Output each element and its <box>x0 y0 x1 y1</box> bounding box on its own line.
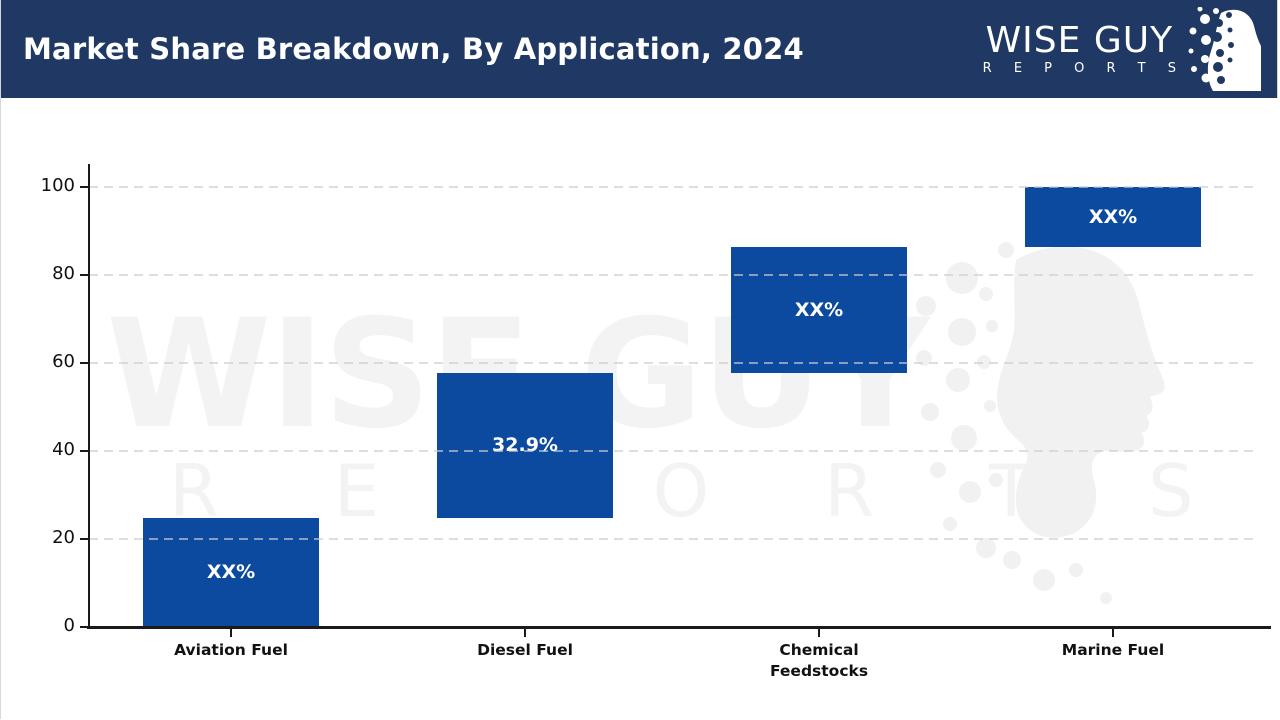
y-tick-40 <box>80 450 88 452</box>
x-tick-4 <box>1112 629 1114 637</box>
bar-value-label: XX% <box>794 298 844 321</box>
y-tick-20 <box>80 538 88 540</box>
wiseguy-logo: WISE GUY R E P O R T S <box>974 7 1261 91</box>
x-tick-label-2: Diesel Fuel <box>477 641 573 659</box>
gridline-20 <box>89 538 1253 540</box>
chart-title: Market Share Breakdown, By Application, … <box>23 32 804 66</box>
bar-chemical-feedstocks: XX% <box>731 246 907 374</box>
logo-wordmark: WISE GUY <box>985 19 1174 61</box>
bar-marine-fuel: XX% <box>1025 187 1201 247</box>
bar-value-label: XX% <box>206 561 256 584</box>
y-axis-line <box>88 164 90 629</box>
x-tick-label-3: Chemical Feedstocks <box>769 641 869 680</box>
x-axis-line <box>87 626 1271 629</box>
gridline-80 <box>89 274 1253 276</box>
x-tick-label-4: Marine Fuel <box>1061 641 1165 659</box>
wiseguy-face-icon <box>1188 7 1261 91</box>
x-tick-1 <box>230 629 232 637</box>
x-tick-label-1: Aviation Fuel <box>174 641 288 659</box>
x-tick-3 <box>818 629 820 637</box>
y-tick-60 <box>80 362 88 364</box>
x-tick-2 <box>524 629 526 637</box>
logo-subtext: R E P O R T S <box>982 61 1185 77</box>
header: Market Share Breakdown, By Application, … <box>1 0 1277 98</box>
gridline-60 <box>89 362 1253 364</box>
y-tick-label-80: 80 <box>52 263 75 284</box>
bar-value-label: XX% <box>1088 205 1138 228</box>
bar-diesel-fuel: 32.9% <box>437 373 613 518</box>
y-tick-0 <box>80 626 88 628</box>
y-tick-label-60: 60 <box>52 351 75 372</box>
y-tick-label-0: 0 <box>63 615 75 636</box>
gridline-100 <box>89 186 1253 188</box>
wiseguy-logo-text: WISE GUY R E P O R T S <box>974 19 1185 77</box>
chart-area: WISE GUY R E P O R T S 0 20 40 60 80 100 XX% Av… <box>1 98 1280 720</box>
y-tick-label-100: 100 <box>40 175 75 196</box>
y-tick-label-40: 40 <box>52 439 75 460</box>
y-tick-80 <box>80 274 88 276</box>
bar-aviation-fuel: XX% <box>143 517 319 627</box>
watermark-face <box>916 231 1165 604</box>
bar-value-label: 32.9% <box>492 434 558 457</box>
gridline-40 <box>89 450 1253 452</box>
y-tick-label-20: 20 <box>52 527 75 548</box>
y-tick-100 <box>80 186 88 188</box>
